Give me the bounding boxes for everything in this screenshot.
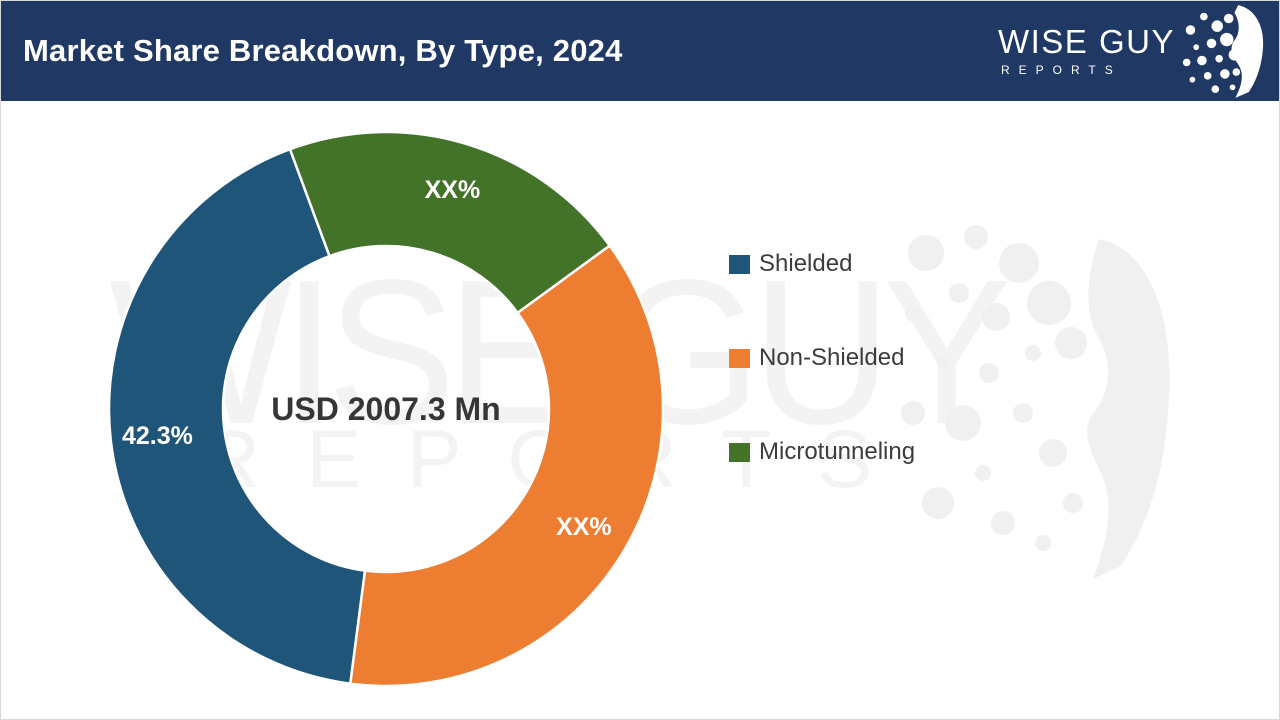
slice-label-non-shielded: XX% — [556, 513, 612, 541]
slice-label-shielded: 42.3% — [122, 422, 193, 450]
brand-subtitle: REPORTS — [1000, 63, 1122, 77]
legend-label: Microtunneling — [759, 438, 916, 465]
page-title: Market Share Breakdown, By Type, 2024 — [23, 33, 623, 68]
header-bar: Market Share Breakdown, By Type, 2024 WI… — [1, 1, 1279, 101]
chart-legend: Shielded Non-Shielded Microtunneling — [729, 250, 915, 466]
legend-item-shielded: Shielded — [729, 250, 915, 278]
legend-label: Non-Shielded — [759, 344, 905, 371]
brand-logo: WISE GUY REPORTS — [998, 3, 1279, 99]
brand-name: WISE GUY — [997, 23, 1175, 60]
legend-swatch-non-shielded — [729, 348, 750, 368]
slice-shielded — [107, 147, 367, 685]
legend-swatch-microtunneling — [729, 442, 750, 462]
brand-logo-text: WISE GUY REPORTS — [998, 25, 1175, 77]
legend-item-non-shielded: Non-Shielded — [729, 344, 915, 372]
slice-microtunneling — [288, 130, 611, 315]
slice-non-shielded — [348, 244, 665, 688]
legend-label: Shielded — [759, 250, 853, 277]
donut-chart: XX% XX% 42.3% USD 2007.3 Mn — [106, 129, 666, 689]
donut-svg: XX% XX% 42.3% — [107, 130, 665, 688]
slice-label-microtunneling: XX% — [425, 176, 481, 204]
legend-swatch-shielded — [729, 254, 750, 274]
brand-head-icon — [1182, 5, 1264, 98]
watermark-head-icon — [901, 225, 1170, 579]
legend-item-microtunneling: Microtunneling — [729, 438, 915, 466]
